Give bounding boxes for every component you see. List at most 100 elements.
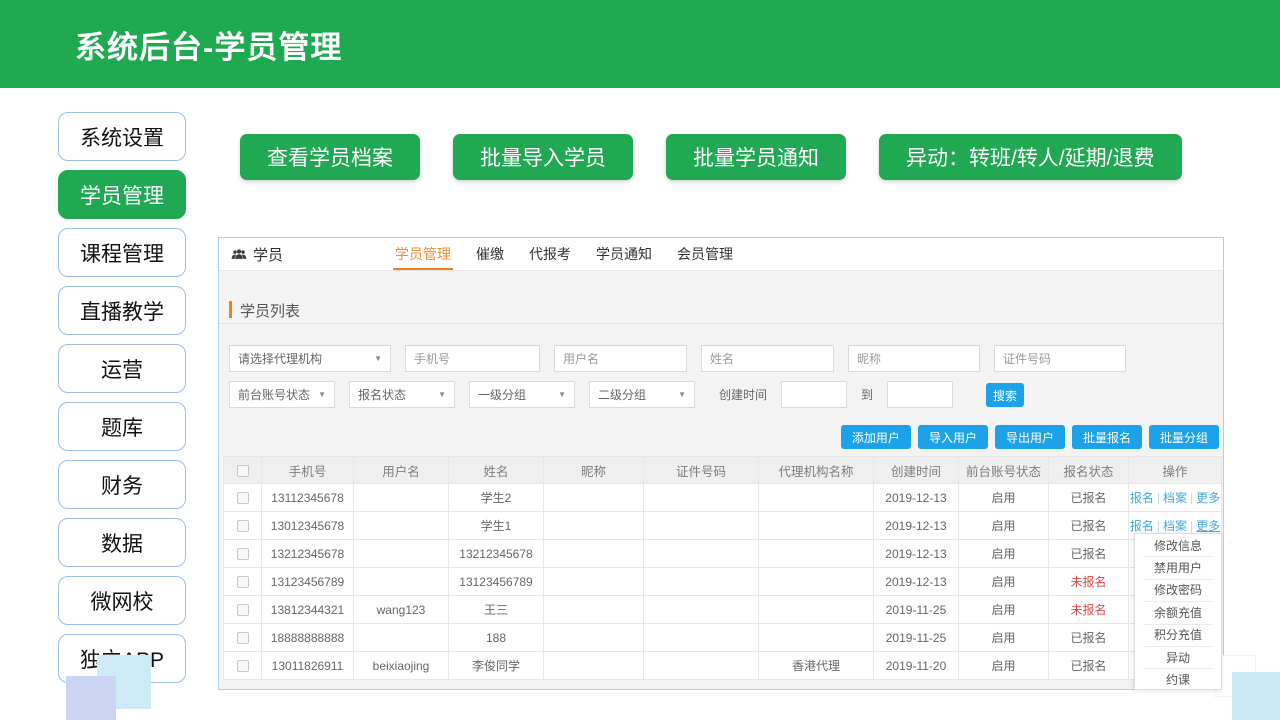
more-actions-menu: 修改信息 禁用用户 修改密码 余额充值 积分充值 异动 约课 [1134, 533, 1222, 690]
bulk-action-button[interactable]: 批量分组 [1148, 425, 1219, 449]
cell-actions: 报名|档案|更多 [1128, 483, 1222, 512]
filter-select[interactable]: 一级分组 ▼ [469, 381, 575, 408]
cell-created: 2019-11-25 [873, 595, 959, 624]
row-checkbox[interactable] [236, 548, 249, 561]
menu-item-label: 禁用用户 [1153, 561, 1202, 576]
signup-link[interactable]: 报名 [1129, 491, 1154, 505]
filter-text-input[interactable] [994, 345, 1126, 372]
sidebar-item[interactable]: 财务 [58, 460, 186, 509]
filter-text-input[interactable] [405, 345, 540, 372]
cell-agency [758, 483, 874, 512]
student-panel: 学员 学员管理 催缴 代报考 学员通 [218, 237, 1224, 690]
panel-tab[interactable]: 学员管理 [393, 238, 454, 270]
signup-link[interactable]: 报名 [1129, 519, 1154, 533]
menu-item[interactable]: 禁用用户 [1135, 556, 1221, 578]
cell-signup-status: 未报名 [1048, 567, 1129, 596]
column-header: 创建时间 [873, 456, 959, 484]
panel-tab[interactable]: 会员管理 [677, 238, 733, 270]
archive-link[interactable]: 档案 [1162, 491, 1187, 505]
cell-phone: 13123456789 [261, 567, 354, 596]
menu-item[interactable]: 修改信息 [1135, 534, 1221, 556]
column-header-label: 手机号 [288, 464, 327, 479]
menu-item[interactable]: 约课 [1135, 668, 1221, 689]
agency-select[interactable]: 请选择代理机构 ▼ [229, 345, 391, 372]
menu-item[interactable]: 积分充值 [1135, 623, 1221, 646]
cell-signup-status: 已报名 [1048, 511, 1129, 540]
table-row: 13011826911 beixiaojing 李俊同学 香港代理 2019-1… [223, 651, 1222, 680]
filter-text-input[interactable] [701, 345, 834, 372]
cell-signup-status: 已报名 [1048, 483, 1129, 512]
quick-action-button[interactable]: 批量导入学员 [453, 134, 633, 180]
column-header: 用户名 [353, 456, 449, 484]
row-checkbox[interactable] [236, 492, 249, 505]
menu-item[interactable]: 异动 [1135, 645, 1221, 668]
sidebar-item[interactable]: 直播教学 [58, 286, 186, 335]
quick-action-button[interactable]: 查看学员档案 [240, 134, 420, 180]
menu-item[interactable]: 修改密码 [1135, 578, 1221, 601]
students-table: 手机号 用户名 姓名 昵称 [223, 456, 1222, 680]
archive-link[interactable]: 档案 [1162, 519, 1187, 533]
row-checkbox[interactable] [236, 604, 249, 617]
cell-username [353, 623, 449, 652]
menu-item[interactable]: 余额充值 [1135, 601, 1221, 623]
quick-action-label: 异动：转班/转人/延期/退费 [906, 147, 1155, 170]
panel-tab[interactable]: 催缴 [476, 238, 504, 270]
link-separator: | [1156, 491, 1160, 505]
panel-tab[interactable]: 学员通知 [596, 238, 652, 270]
filter-text-input[interactable] [554, 345, 687, 372]
filter-text-input[interactable] [848, 345, 980, 372]
module-title: 学员 [231, 238, 283, 270]
chevron-down-icon: ▼ [374, 354, 382, 363]
bulk-action-label: 添加用户 [851, 430, 900, 445]
created-to-input[interactable] [887, 381, 954, 408]
filter-select[interactable]: 二级分组 ▼ [589, 381, 695, 408]
more-link[interactable]: 更多 [1196, 519, 1221, 533]
cell-phone: 13011826911 [261, 651, 354, 680]
cell-name: 李俊同学 [448, 651, 544, 680]
row-checkbox[interactable] [236, 576, 249, 589]
column-header-label: 证件号码 [675, 464, 726, 479]
sidebar: 系统设置 学员管理 课程管理 直播教学 运营 题库 财务 [58, 112, 186, 692]
row-checkbox[interactable] [236, 660, 249, 673]
sidebar-item[interactable]: 课程管理 [58, 228, 186, 277]
sidebar-item[interactable]: 微网校 [58, 576, 186, 625]
row-checkbox[interactable] [236, 632, 249, 645]
filter-select-value: 一级分组 [478, 388, 527, 402]
row-checkbox[interactable] [236, 520, 249, 533]
panel-tab[interactable]: 代报考 [529, 238, 571, 270]
module-title-label: 学员 [253, 246, 284, 264]
created-from-input[interactable] [781, 381, 848, 408]
column-header-label: 用户名 [382, 464, 420, 479]
sidebar-item[interactable]: 运营 [58, 344, 186, 393]
filter-select[interactable]: 报名状态 ▼ [349, 381, 455, 408]
more-link[interactable]: 更多 [1196, 491, 1221, 505]
search-button[interactable]: 搜索 [986, 383, 1024, 407]
filter-select[interactable]: 前台账号状态 ▼ [229, 381, 335, 408]
bulk-action-button[interactable]: 导入用户 [917, 425, 988, 449]
sidebar-item[interactable]: 数据 [58, 518, 186, 567]
quick-action-button[interactable]: 批量学员通知 [666, 134, 846, 180]
cell-account-status: 启用 [958, 539, 1049, 568]
quick-action-button[interactable]: 异动：转班/转人/延期/退费 [879, 134, 1182, 180]
select-all-checkbox[interactable] [236, 464, 249, 477]
link-separator: | [1190, 519, 1194, 533]
panel-tab-label: 代报考 [529, 246, 572, 262]
cell-phone: 18888888888 [261, 623, 354, 652]
cell-username [353, 483, 449, 512]
row-select-cell [223, 651, 262, 680]
filter-row-2: 前台账号状态 ▼ 报名状态 ▼ 一级分组 ▼ 二级分组 [229, 381, 1219, 408]
cell-nickname [543, 567, 644, 596]
sidebar-item[interactable]: 系统设置 [58, 112, 186, 161]
bulk-action-button[interactable]: 导出用户 [994, 425, 1065, 449]
sidebar-item[interactable]: 学员管理 [58, 170, 186, 219]
cell-created: 2019-12-13 [873, 567, 959, 596]
bulk-action-button[interactable]: 添加用户 [840, 425, 911, 449]
bulk-action-button[interactable]: 批量报名 [1071, 425, 1142, 449]
column-header-label: 操作 [1162, 464, 1188, 479]
column-header-label: 姓名 [483, 464, 509, 479]
page-title: 系统后台-学员管理 [75, 29, 343, 65]
sidebar-item[interactable]: 题库 [58, 402, 186, 451]
cell-signup-status: 已报名 [1048, 623, 1129, 652]
row-select-cell [223, 567, 262, 596]
cell-created: 2019-11-25 [873, 623, 959, 652]
